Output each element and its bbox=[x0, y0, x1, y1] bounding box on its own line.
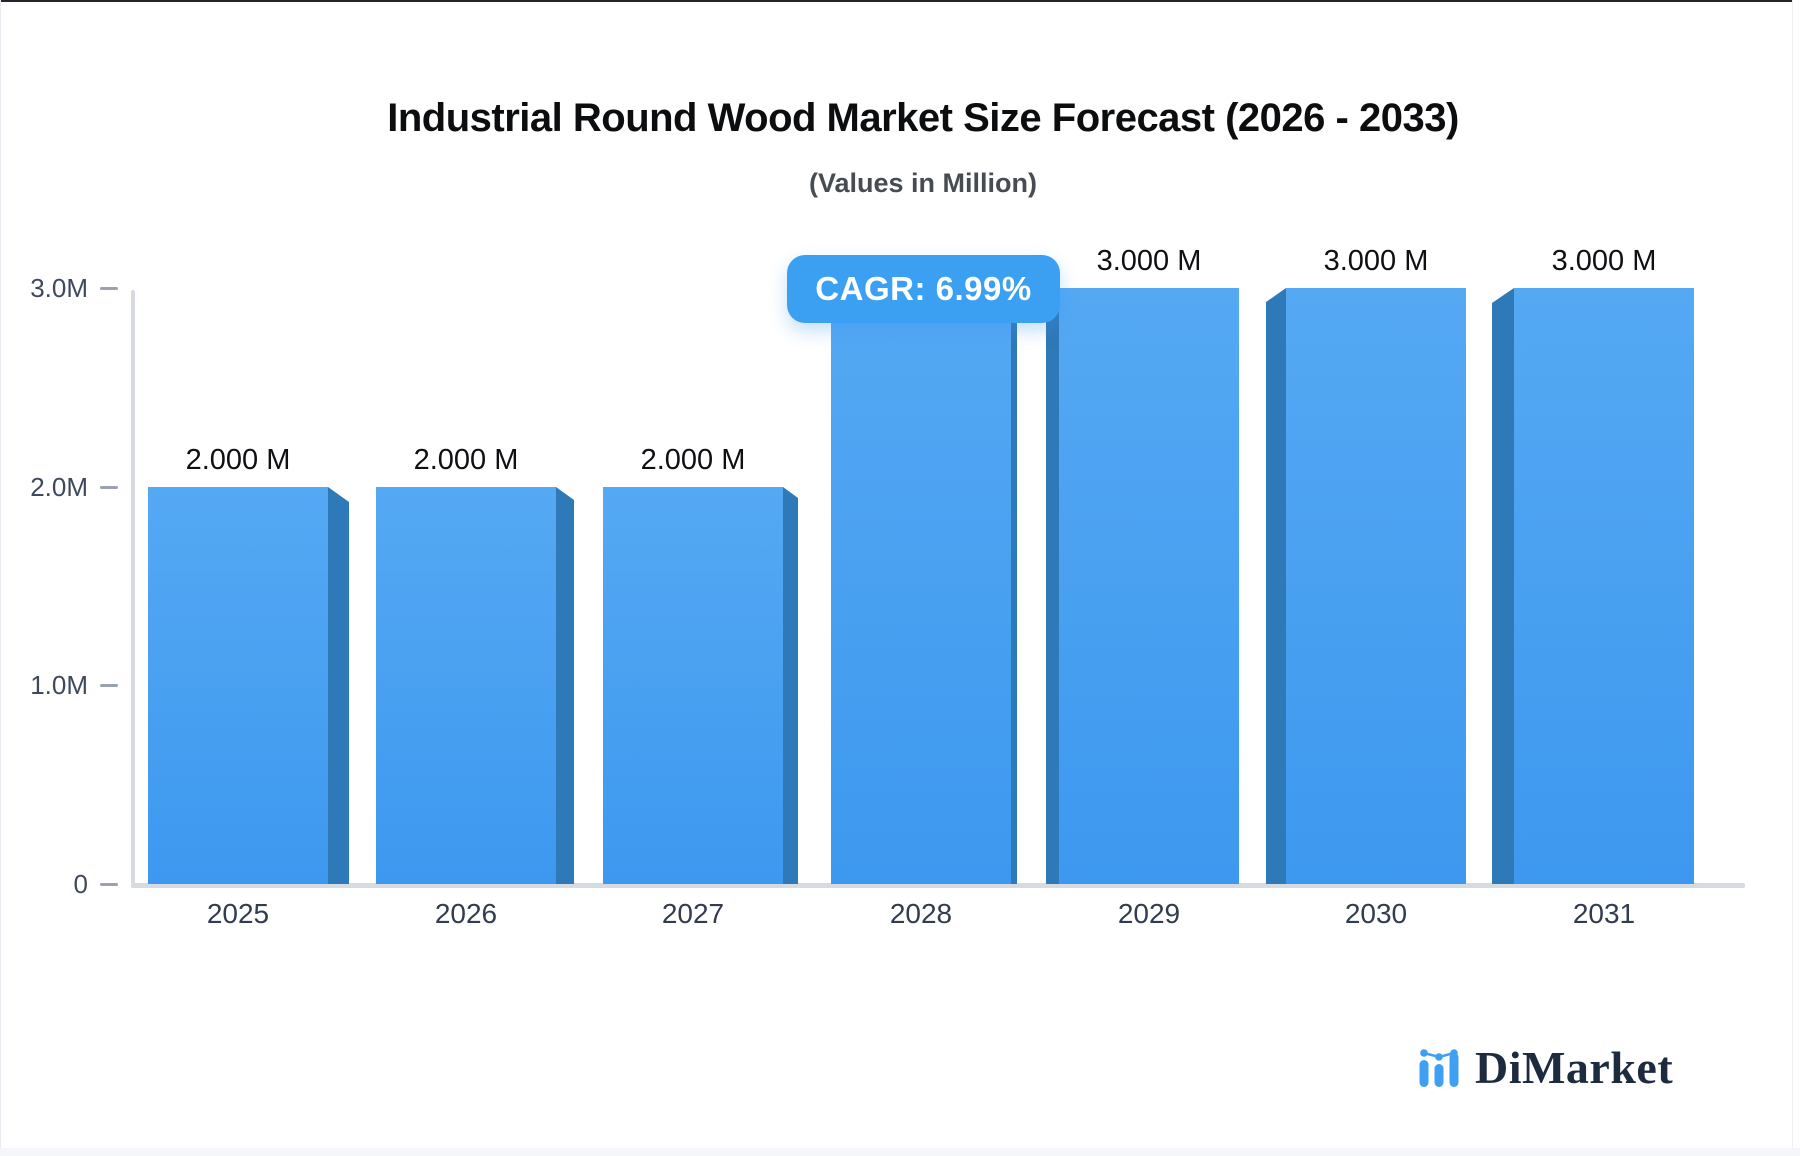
left-border-line bbox=[0, 0, 1, 1156]
bar-2027[interactable] bbox=[603, 487, 783, 884]
y-axis-tick-mark bbox=[100, 486, 118, 489]
bottom-border-strip bbox=[0, 1148, 1800, 1156]
bar-side-face-2026 bbox=[556, 487, 574, 884]
x-axis-label-2025: 2025 bbox=[206, 898, 270, 929]
bar-2028[interactable] bbox=[831, 288, 1011, 884]
top-border-line bbox=[0, 0, 1792, 2]
x-axis-label-2028: 2028 bbox=[889, 898, 953, 929]
x-axis-label-2031: 2031 bbox=[1572, 898, 1636, 929]
bar-side-face-2025 bbox=[328, 487, 349, 884]
x-axis-label-2027: 2027 bbox=[661, 898, 725, 929]
x-axis-label-2026: 2026 bbox=[434, 898, 498, 929]
bar-value-label-2027: 2.000 M bbox=[640, 444, 746, 476]
chart-title: Industrial Round Wood Market Size Foreca… bbox=[387, 96, 1459, 140]
x-axis-label-2030: 2030 bbox=[1344, 898, 1408, 929]
bar-value-label-2029: 3.000 M bbox=[1096, 245, 1202, 277]
x-axis-line bbox=[131, 883, 1745, 888]
bar-side-face-2028 bbox=[1011, 288, 1017, 884]
cagr-badge-label: CAGR: 6.99% bbox=[815, 270, 1032, 307]
y-axis-tick-mark bbox=[100, 883, 118, 886]
chart-subtitle: (Values in Million) bbox=[808, 168, 1038, 198]
bar-2029[interactable] bbox=[1059, 288, 1239, 884]
x-axis-label-2029: 2029 bbox=[1117, 898, 1181, 929]
bar-2031[interactable] bbox=[1514, 288, 1694, 884]
bar-side-face-2027 bbox=[783, 487, 798, 884]
bar-side-face-2031 bbox=[1492, 288, 1514, 884]
y-axis-label-3.0M: 3.0M bbox=[30, 273, 88, 303]
y-axis-label-2.0M: 2.0M bbox=[30, 472, 88, 502]
y-axis-tick-mark bbox=[100, 287, 118, 290]
right-border-line bbox=[1792, 0, 1793, 1156]
y-axis-line bbox=[131, 290, 135, 884]
bar-value-label-2025: 2.000 M bbox=[185, 444, 291, 476]
y-axis-label-1.0M: 1.0M bbox=[30, 670, 88, 700]
bar-value-label-2026: 2.000 M bbox=[413, 444, 519, 476]
bar-side-face-2029 bbox=[1046, 288, 1059, 884]
bar-side-face-2030 bbox=[1266, 288, 1286, 884]
bar-2026[interactable] bbox=[376, 487, 556, 884]
bar-value-label-2031: 3.000 M bbox=[1551, 245, 1657, 277]
bar-2030[interactable] bbox=[1286, 288, 1466, 884]
brand-name: DiMarket bbox=[1475, 1041, 1674, 1093]
y-axis-label-0: 0 bbox=[73, 869, 88, 899]
bar-2025[interactable] bbox=[148, 487, 328, 884]
brand-logo: DiMarket bbox=[1418, 1040, 1673, 1094]
bar-chart-trend-icon bbox=[1419, 1049, 1459, 1087]
y-axis-tick-mark bbox=[100, 684, 118, 687]
cagr-badge: CAGR: 6.99% bbox=[787, 255, 1060, 323]
bar-value-label-2030: 3.000 M bbox=[1323, 245, 1429, 277]
